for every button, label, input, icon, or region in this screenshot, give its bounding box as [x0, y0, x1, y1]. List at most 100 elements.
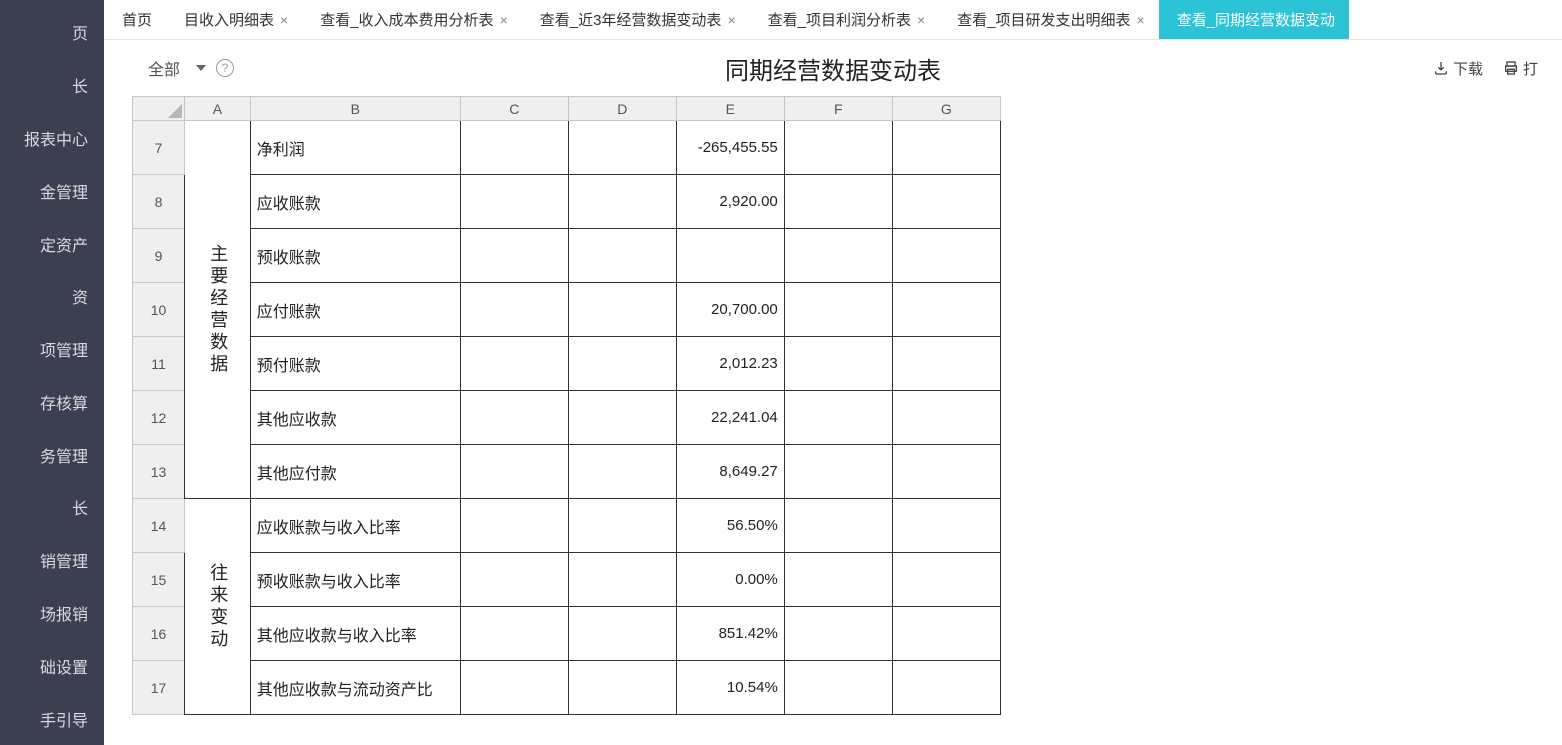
cell[interactable]	[568, 229, 676, 283]
row-header[interactable]: 13	[133, 445, 185, 499]
sidebar-item-5[interactable]: 资	[0, 270, 104, 323]
cell[interactable]	[460, 337, 568, 391]
cell[interactable]	[568, 445, 676, 499]
tab-rd-detail[interactable]: 查看_项目研发支出明细表 ×	[939, 0, 1159, 39]
cell[interactable]: 851.42%	[676, 607, 784, 661]
row-header[interactable]: 9	[133, 229, 185, 283]
cell[interactable]	[892, 337, 1000, 391]
cell[interactable]	[892, 499, 1000, 553]
cell[interactable]: 10.54%	[676, 661, 784, 715]
close-icon[interactable]: ×	[1137, 12, 1145, 28]
cell[interactable]	[460, 121, 568, 175]
cell[interactable]	[568, 553, 676, 607]
cell[interactable]: 56.50%	[676, 499, 784, 553]
sidebar-item-9[interactable]: 长	[0, 481, 104, 534]
sidebar-item-8[interactable]: 务管理	[0, 428, 104, 481]
close-icon[interactable]: ×	[500, 12, 508, 28]
cell[interactable]	[568, 175, 676, 229]
help-icon[interactable]: ?	[216, 59, 234, 77]
sidebar-item-0[interactable]: 页	[0, 6, 104, 59]
cell[interactable]	[784, 175, 892, 229]
cell[interactable]	[460, 661, 568, 715]
cell[interactable]: 其他应收款与收入比率	[250, 607, 460, 661]
cell[interactable]	[784, 499, 892, 553]
row-header[interactable]: 15	[133, 553, 185, 607]
spreadsheet[interactable]: A B C D E F G 7 主要经营数据 净利润	[104, 96, 1562, 745]
cell[interactable]	[460, 391, 568, 445]
cell[interactable]	[568, 283, 676, 337]
row-header[interactable]: 14	[133, 499, 185, 553]
row-header[interactable]: 16	[133, 607, 185, 661]
cell[interactable]	[784, 391, 892, 445]
row-header[interactable]: 12	[133, 391, 185, 445]
cell[interactable]: 应付账款	[250, 283, 460, 337]
filter-dropdown[interactable]: 全部 ?	[148, 56, 234, 80]
cell[interactable]	[460, 553, 568, 607]
close-icon[interactable]: ×	[917, 12, 925, 28]
cell[interactable]	[892, 175, 1000, 229]
cell[interactable]: 应收账款与收入比率	[250, 499, 460, 553]
tab-period-data[interactable]: 查看_同期经营数据变动	[1159, 0, 1349, 39]
col-header-B[interactable]: B	[250, 97, 460, 121]
row-header[interactable]: 10	[133, 283, 185, 337]
cell[interactable]	[892, 121, 1000, 175]
cell[interactable]	[460, 499, 568, 553]
cell[interactable]	[568, 661, 676, 715]
sidebar-item-4[interactable]: 定资产	[0, 217, 104, 270]
tab-3yr-data[interactable]: 查看_近3年经营数据变动表 ×	[522, 0, 750, 39]
sidebar-item-13[interactable]: 手引导	[0, 692, 104, 745]
cell[interactable]: 其他应收款	[250, 391, 460, 445]
sidebar-item-11[interactable]: 场报销	[0, 587, 104, 640]
row-header[interactable]: 7	[133, 121, 185, 175]
cell[interactable]: -265,455.55	[676, 121, 784, 175]
row-header[interactable]: 11	[133, 337, 185, 391]
sidebar-item-1[interactable]: 长	[0, 59, 104, 112]
cell[interactable]: 8,649.27	[676, 445, 784, 499]
cell[interactable]	[892, 229, 1000, 283]
cell[interactable]: 应收账款	[250, 175, 460, 229]
cell[interactable]: 净利润	[250, 121, 460, 175]
tab-profit-analysis[interactable]: 查看_项目利润分析表 ×	[750, 0, 940, 39]
cell[interactable]	[568, 337, 676, 391]
cell[interactable]	[892, 607, 1000, 661]
close-icon[interactable]: ×	[727, 12, 735, 28]
cell[interactable]: 预收账款	[250, 229, 460, 283]
cell[interactable]	[892, 283, 1000, 337]
cell[interactable]	[784, 229, 892, 283]
sidebar-item-10[interactable]: 销管理	[0, 534, 104, 587]
cell[interactable]	[568, 391, 676, 445]
cell[interactable]: 0.00%	[676, 553, 784, 607]
cell[interactable]	[568, 121, 676, 175]
cell[interactable]	[676, 229, 784, 283]
cell[interactable]	[460, 445, 568, 499]
sidebar-item-2[interactable]: 报表中心	[0, 112, 104, 165]
sidebar-item-12[interactable]: 础设置	[0, 639, 104, 692]
cell[interactable]	[460, 229, 568, 283]
cell[interactable]	[460, 175, 568, 229]
sidebar-item-6[interactable]: 项管理	[0, 323, 104, 376]
cell[interactable]	[784, 337, 892, 391]
row-header[interactable]: 8	[133, 175, 185, 229]
download-button[interactable]: 下载	[1433, 58, 1483, 79]
cell[interactable]: 其他应收款与流动资产比	[250, 661, 460, 715]
col-header-E[interactable]: E	[676, 97, 784, 121]
cell[interactable]	[568, 607, 676, 661]
close-icon[interactable]: ×	[280, 12, 288, 28]
cell[interactable]: 22,241.04	[676, 391, 784, 445]
section-label-main[interactable]: 主要经营数据	[185, 121, 251, 499]
section-label-related[interactable]: 往来变动	[185, 499, 251, 715]
tab-home[interactable]: 首页	[104, 0, 166, 39]
cell[interactable]: 预收账款与收入比率	[250, 553, 460, 607]
cell[interactable]	[892, 445, 1000, 499]
col-header-G[interactable]: G	[892, 97, 1000, 121]
cell[interactable]	[784, 661, 892, 715]
tab-cost-analysis[interactable]: 查看_收入成本费用分析表 ×	[302, 0, 522, 39]
cell[interactable]: 2,920.00	[676, 175, 784, 229]
select-all-corner[interactable]	[133, 97, 185, 121]
cell[interactable]	[892, 391, 1000, 445]
sidebar-item-7[interactable]: 存核算	[0, 375, 104, 428]
cell[interactable]: 其他应付款	[250, 445, 460, 499]
cell[interactable]	[568, 499, 676, 553]
cell[interactable]: 2,012.23	[676, 337, 784, 391]
sidebar-item-3[interactable]: 金管理	[0, 164, 104, 217]
